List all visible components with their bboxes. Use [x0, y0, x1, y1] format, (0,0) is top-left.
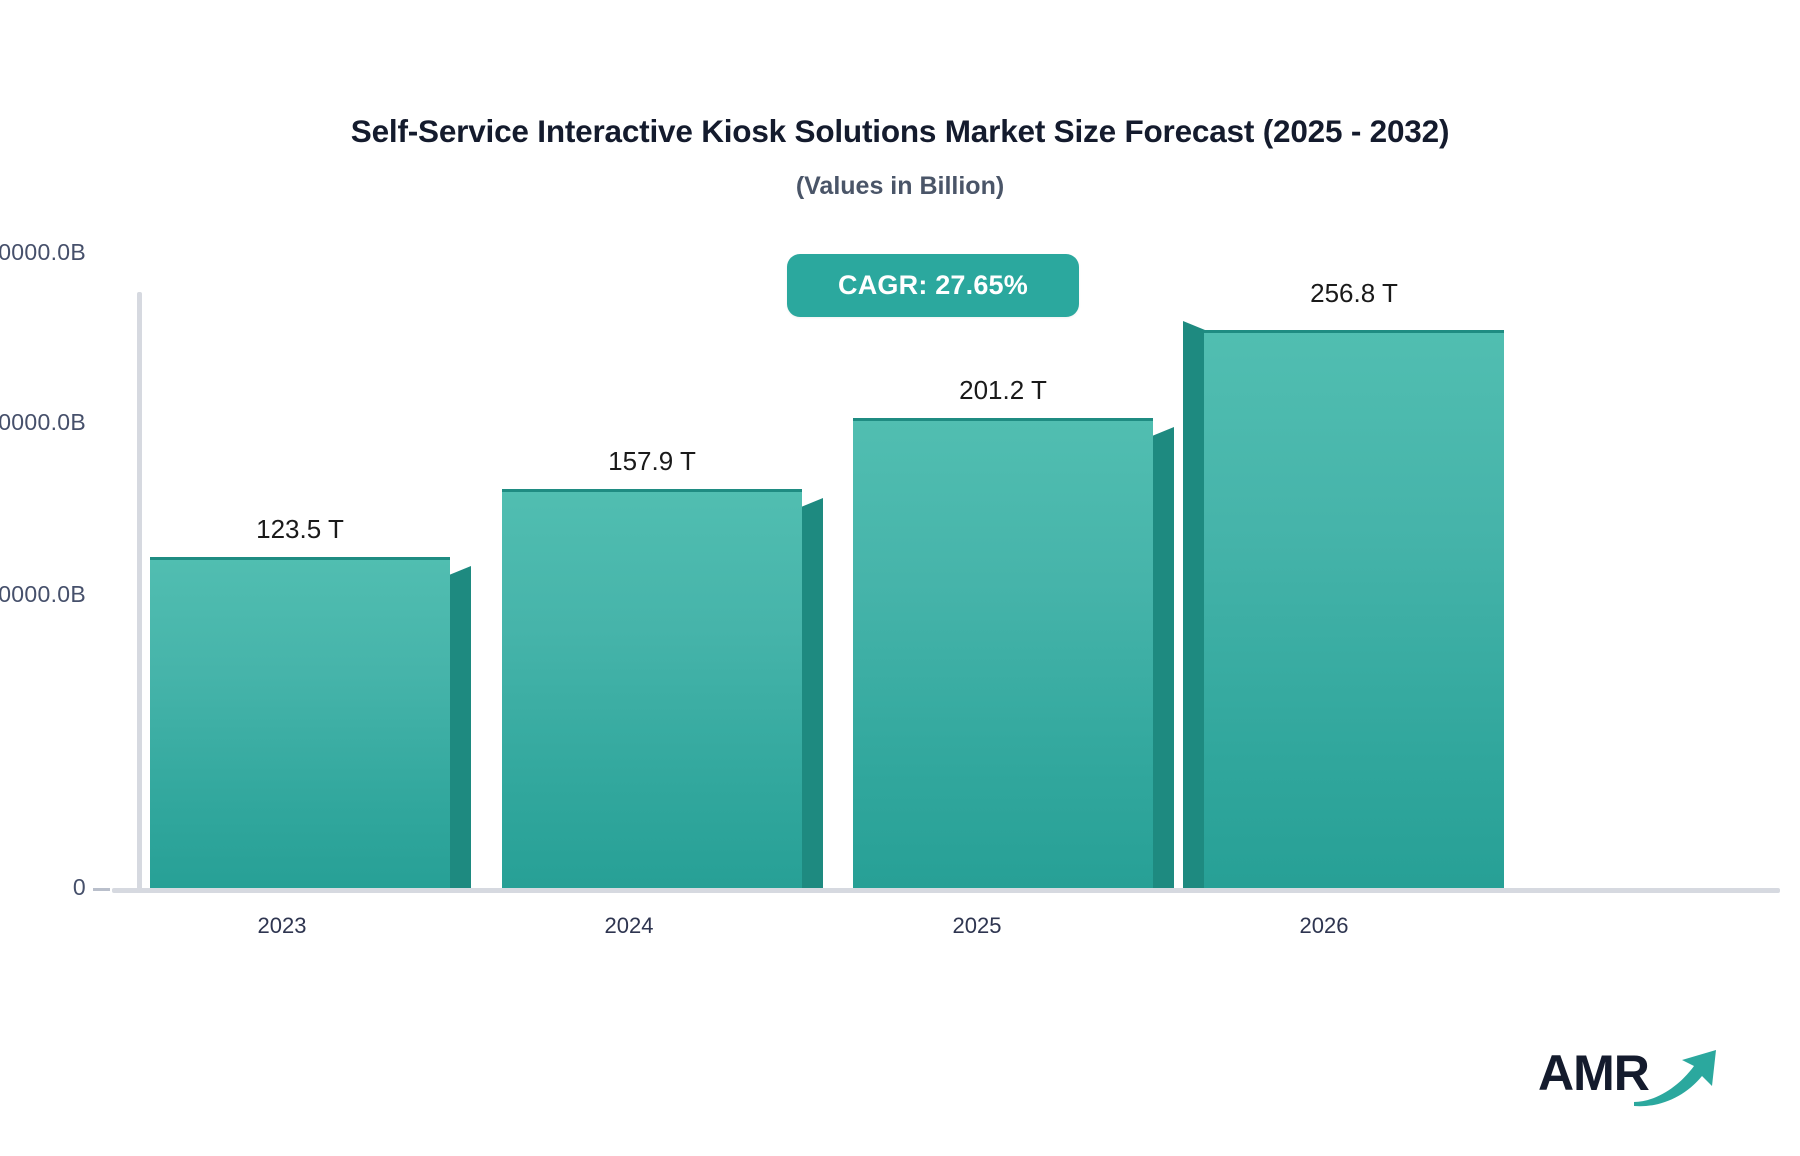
bar-value-label: 201.2 T	[959, 375, 1047, 405]
bar-value-label: 157.9 T	[608, 446, 696, 476]
y-axis-tick-label: 00000.0B	[0, 239, 86, 265]
bar-top-edge	[150, 557, 450, 560]
page-title: Self-Service Interactive Kiosk Solutions…	[350, 113, 1450, 149]
bar	[853, 418, 1174, 888]
x-axis-tick-label: 2026	[1299, 913, 1349, 938]
bar-face	[853, 418, 1153, 888]
y-axis-tick-label: 00000.0B	[0, 581, 86, 607]
bar-face	[150, 557, 450, 888]
bar-3d-side	[1152, 427, 1174, 888]
bar-top-edge	[1204, 330, 1504, 333]
growth-arrow-icon	[1632, 1046, 1724, 1113]
y-axis-line	[137, 292, 142, 890]
bar-top-edge	[853, 418, 1153, 421]
bar-face	[1204, 330, 1504, 888]
bar	[502, 489, 823, 888]
bar-3d-side	[1183, 321, 1205, 888]
bar	[1183, 321, 1504, 888]
bar-3d-side	[449, 566, 471, 888]
x-axis-tick-label: 2025	[952, 913, 1002, 938]
x-axis-tick-label: 2024	[604, 913, 654, 938]
x-axis-line	[112, 888, 1780, 893]
bar	[150, 557, 471, 888]
chart-subtitle: (Values in Billion)	[795, 172, 1005, 200]
x-axis-tick-label: 2023	[257, 913, 307, 938]
bar-3d-side	[801, 498, 823, 888]
bar-face	[502, 489, 802, 888]
y-axis-zero-tick-mark	[93, 888, 110, 891]
bar-value-label: 123.5 T	[256, 514, 344, 544]
amr-logo: AMR	[1538, 1042, 1728, 1112]
y-axis-tick-label: 0	[72, 874, 86, 900]
cagr-badge: CAGR: 27.65%	[787, 254, 1079, 317]
bar-value-label: 256.8 T	[1310, 278, 1398, 308]
bar-top-edge	[502, 489, 802, 492]
amr-logo-text: AMR	[1538, 1045, 1650, 1101]
y-axis-tick-label: 00000.0B	[0, 409, 86, 435]
cagr-badge-label: CAGR: 27.65%	[838, 270, 1028, 300]
